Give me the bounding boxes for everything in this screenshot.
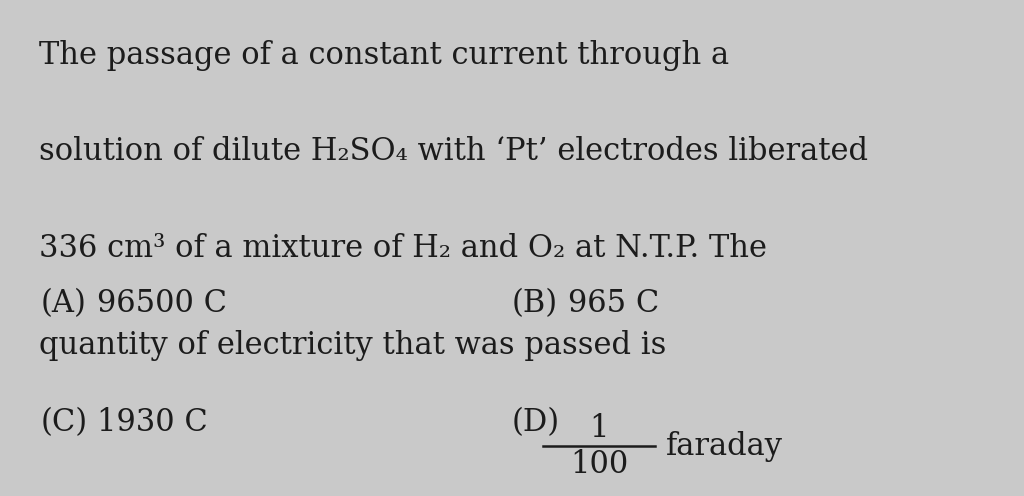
Text: (D): (D) bbox=[512, 407, 560, 438]
Text: quantity of electricity that was passed is: quantity of electricity that was passed … bbox=[39, 330, 667, 361]
Text: (A): (A) bbox=[41, 288, 87, 319]
Text: 96500 C: 96500 C bbox=[97, 288, 227, 319]
Text: (B): (B) bbox=[512, 288, 558, 319]
Text: 100: 100 bbox=[570, 449, 628, 480]
Text: The passage of a constant current through a: The passage of a constant current throug… bbox=[39, 40, 729, 71]
Text: 336 cm³ of a mixture of H₂ and O₂ at N.T.P. The: 336 cm³ of a mixture of H₂ and O₂ at N.T… bbox=[39, 233, 767, 264]
Text: solution of dilute H₂SO₄ with ‘Pt’ electrodes liberated: solution of dilute H₂SO₄ with ‘Pt’ elect… bbox=[39, 136, 868, 168]
Text: 1930 C: 1930 C bbox=[97, 407, 208, 438]
Text: faraday: faraday bbox=[666, 431, 782, 462]
Text: 965 C: 965 C bbox=[568, 288, 659, 319]
Text: 1: 1 bbox=[589, 413, 609, 444]
Text: (C): (C) bbox=[41, 407, 88, 438]
